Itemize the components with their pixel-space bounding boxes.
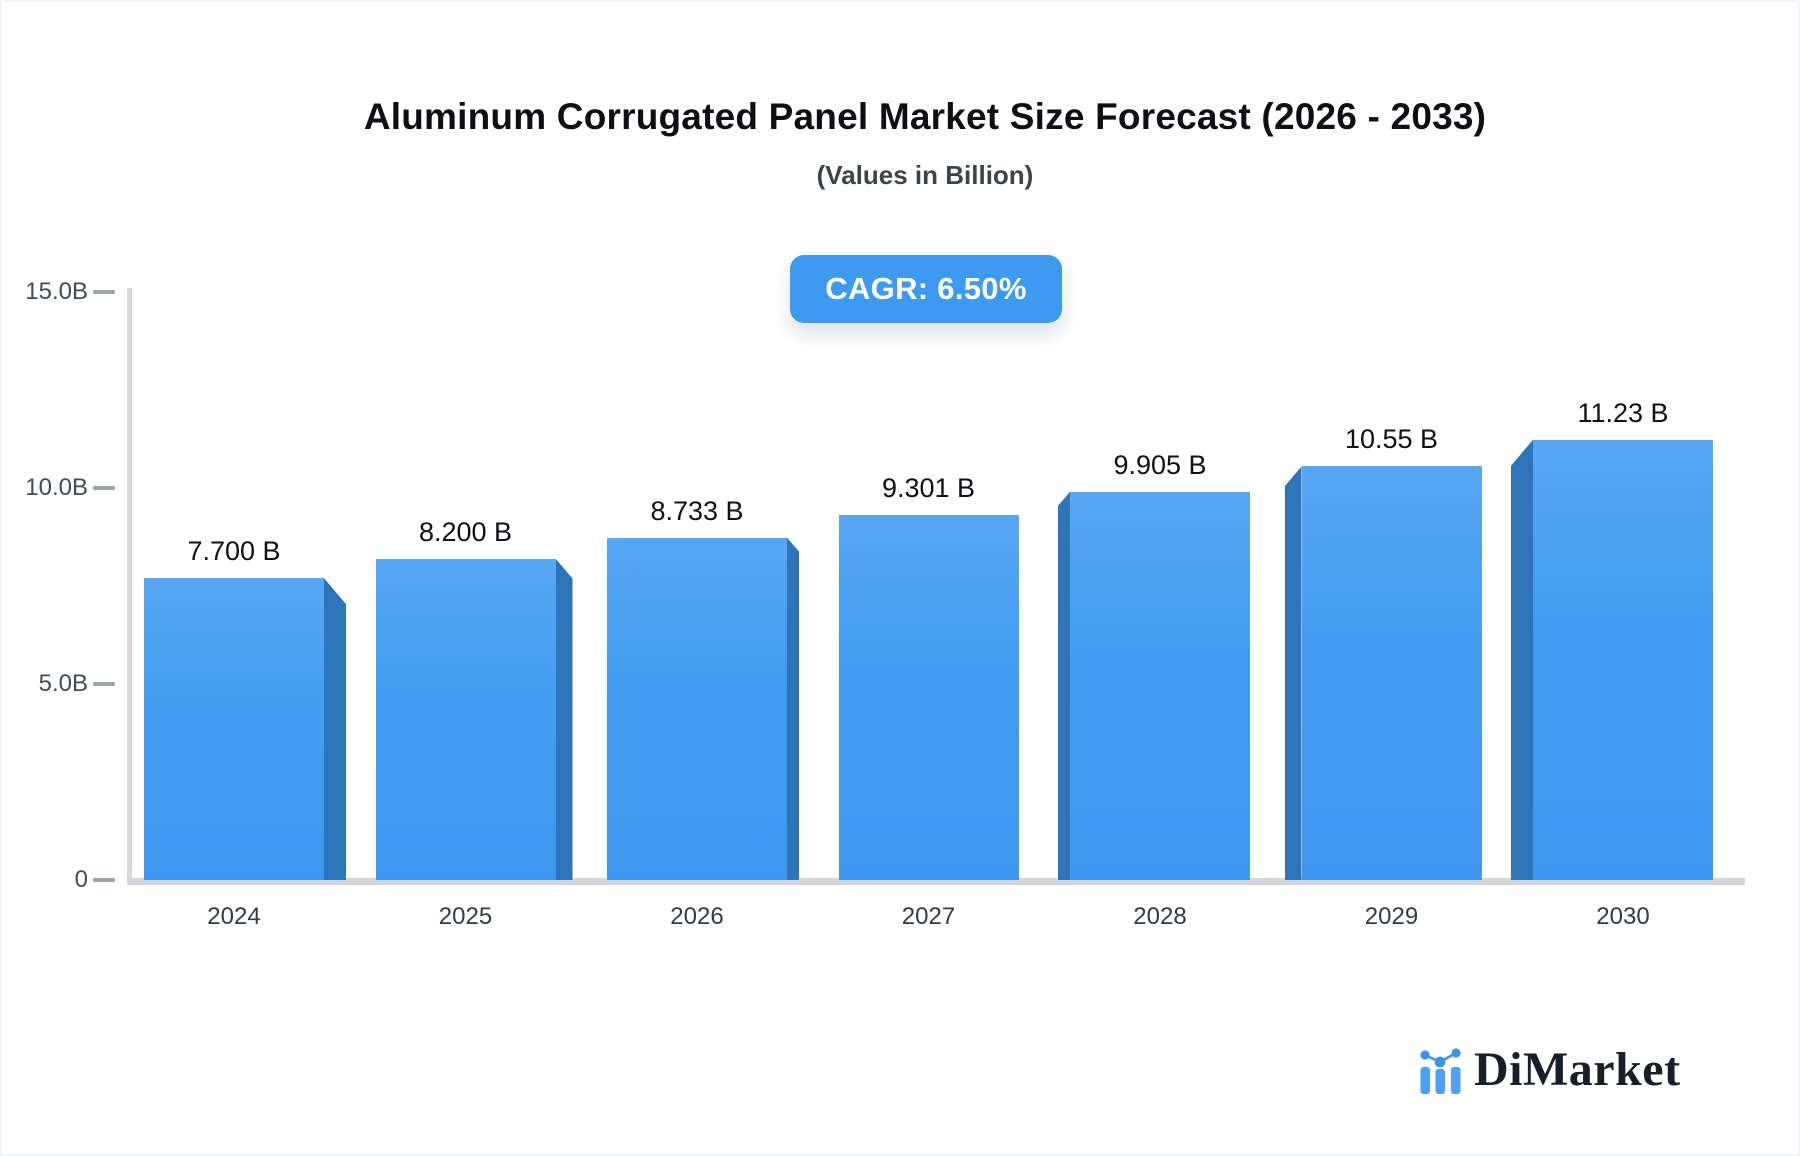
bar-chart-with-dots-icon [1420,1047,1461,1094]
x-axis-label: 2025 [438,903,493,930]
bar-value-label: 10.55 B [1344,424,1439,455]
bar-value-label: 9.301 B [881,473,976,504]
brand-name: DiMarket [1474,1043,1681,1096]
x-axis-label: 2029 [1364,903,1419,930]
x-axis-baseline [127,878,1745,885]
bar-2029 [1301,466,1482,880]
bar-value-label: 7.700 B [187,536,281,567]
x-axis-label: 2027 [901,903,956,930]
chart-subtitle: (Values in Billion) [816,160,1034,190]
bar-3d-side [1511,439,1533,880]
y-axis-tick-label: 10.0B [25,474,88,501]
bar-2030 [1533,439,1713,880]
bar-2026 [607,537,787,880]
y-axis-tick [93,486,115,490]
cagr-badge: CAGR: 6.50% [790,255,1062,323]
y-axis-line [127,288,132,882]
x-axis-label: 2024 [207,903,261,930]
bar-2024 [144,578,324,880]
bar-value-label: 11.23 B [1577,397,1669,428]
bar-3d-side [555,558,573,880]
chart-title: Aluminum Corrugated Panel Market Size Fo… [363,96,1487,137]
bar-value-label: 9.905 B [1113,449,1207,480]
x-axis-label: 2026 [670,903,724,930]
bar-3d-side [324,578,346,880]
bar-2027 [838,515,1019,880]
bar-3d-side [1284,466,1302,880]
cagr-badge-label: CAGR: 6.50% [825,271,1027,306]
y-axis-tick [93,682,115,686]
y-axis-tick-label: 0 [74,866,88,893]
y-axis-tick [93,290,115,294]
y-axis-tick-label: 15.0B [25,278,88,305]
bar-3d-side [1058,491,1070,880]
bar-2028 [1070,491,1250,880]
bar-value-label: 8.200 B [418,516,513,547]
brand-logo: DiMarket [1418,1042,1681,1097]
x-axis-label: 2028 [1133,903,1187,930]
y-axis-tick-label: 5.0B [38,670,88,697]
x-axis-label: 2030 [1596,903,1650,930]
bar-value-label: 8.733 B [650,495,744,526]
y-axis-tick [93,878,115,882]
bar-2025 [375,558,556,880]
bar-3d-side [787,537,799,880]
